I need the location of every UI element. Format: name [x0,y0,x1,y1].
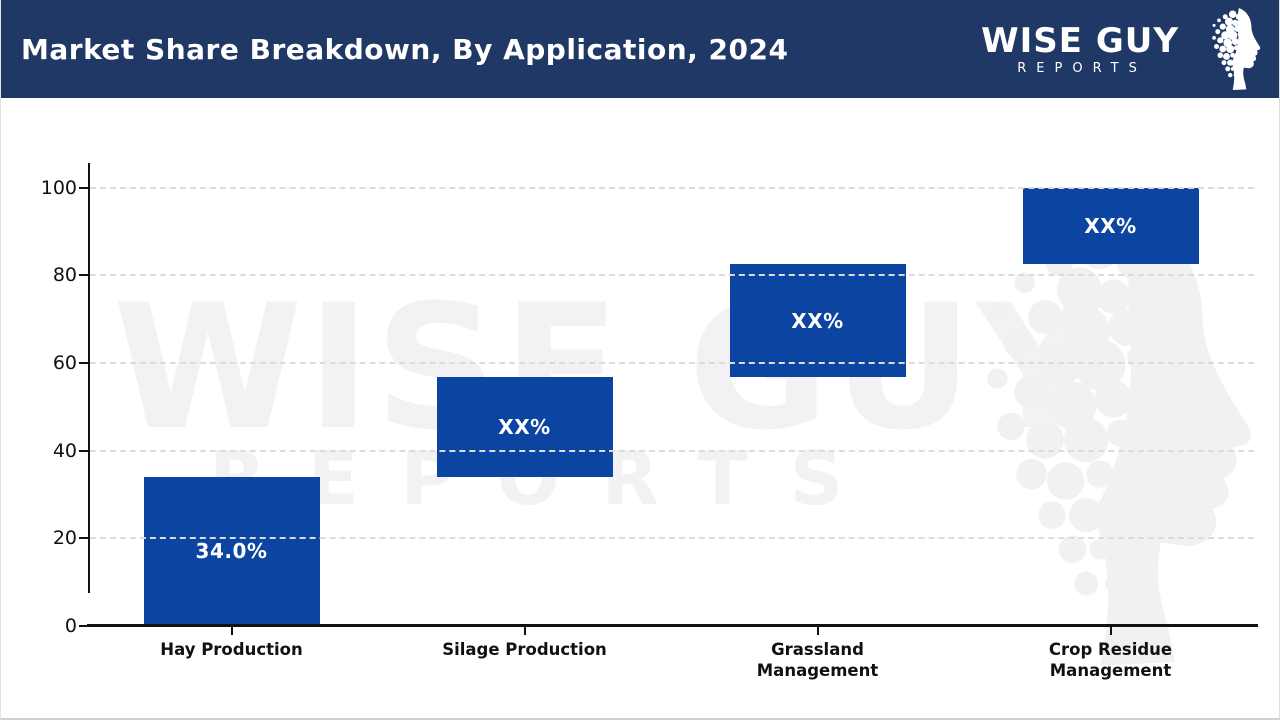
x-category-label: Silage Production [442,640,607,659]
x-tick-mark [523,627,526,635]
x-tick-mark [1109,627,1112,635]
bar-value-label: XX% [1084,213,1137,238]
bar-segment: XX% [436,376,613,477]
x-tick-mark [816,627,819,635]
gridline-y40 [90,449,1254,452]
gridline-y60 [90,361,1254,364]
x-tick-mark [230,627,233,635]
y-axis-line [88,163,90,593]
y-tick-mark [79,449,89,452]
logo-subtitle: REPORTS [1017,60,1147,76]
bar-value-label: 34.0% [195,539,268,564]
y-tick-mark [79,537,89,540]
y-tick-mark [79,186,89,189]
y-tick-label: 40 [52,439,77,462]
bar-segment: 34.0% [143,476,320,626]
bar-segment: XX% [1022,187,1199,265]
y-tick-label: 80 [52,264,77,287]
y-tick-label: 20 [52,527,77,550]
x-axis-line [87,624,1258,627]
y-tick-mark [79,274,89,277]
y-tick-mark [79,625,89,627]
bar-segment: XX% [729,264,906,377]
gridline-y20 [90,537,1254,540]
logo-wordmark: WISE GUY [981,20,1179,61]
y-tick-mark [79,361,89,364]
page-title: Market Share Breakdown, By Application, … [21,32,789,66]
y-tick-label: 100 [40,176,77,199]
gridline-y80 [90,274,1254,277]
logo-text: WISE GUY REPORTS [981,23,1179,76]
bar-value-label: XX% [791,308,844,333]
x-category-label: Hay Production [160,640,303,659]
y-tick-label: 0 [64,615,77,637]
x-category-label: Crop Residue Management [1048,640,1173,680]
wiseguy-logo: WISE GUY REPORTS [981,6,1267,92]
plot-area: 0 20 40 60 80 100 34.0% Hay Production XX% Si… [1,98,1279,718]
bar-value-label: XX% [498,414,551,439]
y-tick-label: 60 [52,351,77,374]
header-bar: Market Share Breakdown, By Application, … [1,0,1279,98]
x-category-label: Grassland Management [756,640,879,680]
logo-head-icon [1212,8,1261,90]
gridline-y100 [90,186,1254,189]
